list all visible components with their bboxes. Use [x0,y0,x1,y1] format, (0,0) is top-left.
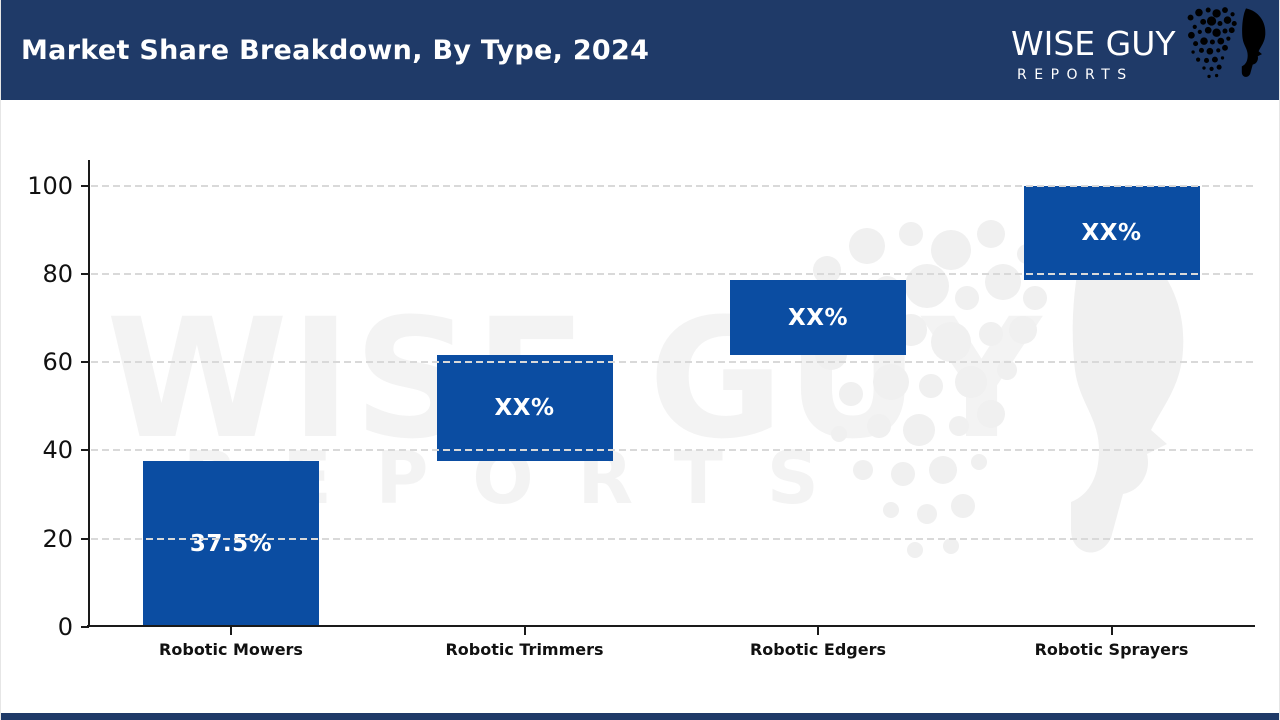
bar-robotic-sprayers: XX% [1023,185,1200,281]
logo-wiseguy-text: WISE GUY [1011,24,1176,63]
x-axis-line [87,625,1255,627]
x-tick [817,627,819,635]
x-tick [230,627,232,635]
y-tick [81,361,89,364]
y-axis-line [88,160,90,627]
bar-value-label: XX% [1081,219,1142,246]
y-tick-label: 20 [42,524,73,553]
y-tick-label: 60 [42,348,73,377]
bar-robotic-edgers: XX% [730,280,906,356]
bar-value-label: 37.5% [189,531,273,558]
footer-accent-bar [1,713,1279,720]
wise-guy-reports-logo: WISE GUY REPORTS [1011,3,1271,97]
bar-robotic-mowers: 37.5% [143,461,319,627]
y-tick [81,537,89,540]
y-tick-label: 80 [42,259,73,288]
y-tick [81,626,89,628]
x-tick [1110,627,1113,635]
y-tick-label: 100 [27,171,73,200]
chart-header: Market Share Breakdown, By Type, 2024 [1,0,1279,100]
gridline-20 [91,537,1254,540]
gridline-100 [91,184,1254,187]
y-tick-label: 40 [42,436,73,465]
y-tick [81,184,89,187]
x-category-label: Robotic Sprayers [1034,640,1189,659]
gridline-60 [91,361,1254,364]
chart-title: Market Share Breakdown, By Type, 2024 [21,34,650,66]
logo-reports-text: REPORTS [1017,67,1134,83]
gridline-80 [91,272,1254,275]
x-category-label: Robotic Mowers [159,640,303,659]
bar-robotic-trimmers: XX% [436,355,613,462]
y-tick [81,449,89,452]
x-category-label: Robotic Edgers [749,640,887,659]
x-tick [523,627,526,635]
gridline-40 [91,449,1254,452]
y-tick [81,272,89,275]
bar-value-label: XX% [787,304,848,331]
x-category-label: Robotic Trimmers [445,640,604,659]
bar-value-label: XX% [494,395,555,422]
logo-dotted-head-icon [1187,7,1266,79]
y-tick-label: 0 [57,613,73,641]
